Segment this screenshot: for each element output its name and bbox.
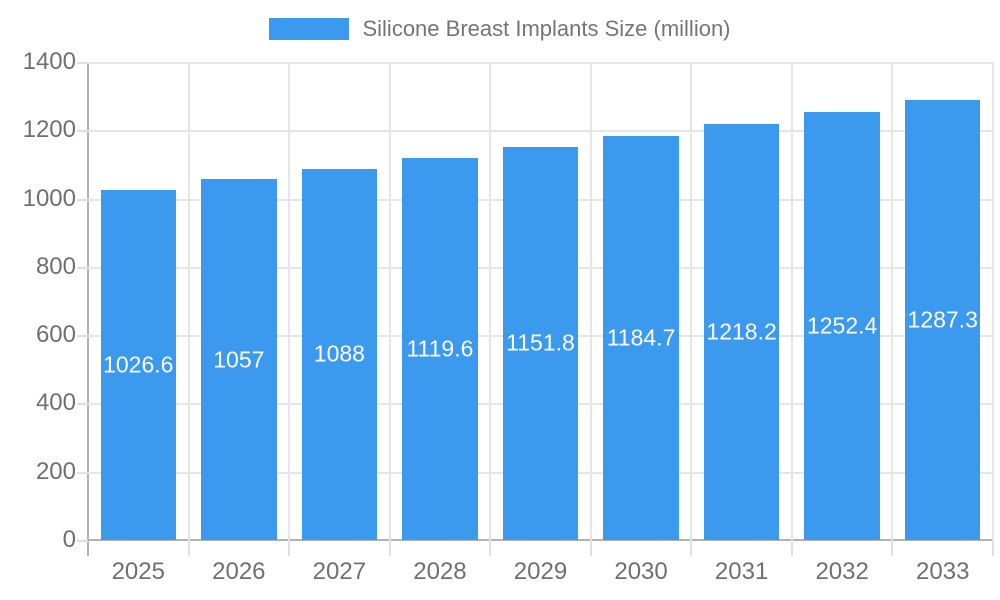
x-tick-label: 2028 bbox=[413, 558, 467, 585]
bar bbox=[502, 146, 579, 540]
y-axis-tick bbox=[77, 403, 88, 406]
x-tick-label: 2033 bbox=[916, 558, 970, 585]
bar bbox=[804, 112, 880, 540]
gridline-v bbox=[690, 62, 693, 540]
x-axis-line bbox=[88, 539, 993, 541]
y-tick-label: 1400 bbox=[22, 48, 76, 75]
bar-value-label: 1287.3 bbox=[907, 306, 978, 333]
bar bbox=[905, 100, 981, 540]
bar-value-label: 1057 bbox=[213, 346, 265, 373]
y-axis-tick bbox=[77, 266, 88, 269]
x-axis-tick bbox=[891, 540, 894, 556]
x-axis-tick bbox=[489, 540, 492, 556]
x-tick-label: 2026 bbox=[212, 558, 266, 585]
x-tick-label: 2025 bbox=[111, 558, 165, 585]
x-tick-label: 2032 bbox=[815, 558, 869, 585]
x-tick-label: 2030 bbox=[614, 558, 668, 585]
y-tick-label: 800 bbox=[35, 252, 76, 280]
x-tick-label: 2031 bbox=[714, 558, 769, 585]
y-tick-label: 1000 bbox=[22, 184, 76, 212]
bar-value-label: 1252.4 bbox=[806, 312, 878, 339]
bar bbox=[301, 168, 378, 540]
y-axis-tick bbox=[77, 471, 88, 474]
y-tick-label: 600 bbox=[35, 321, 76, 349]
y-tick-label: 400 bbox=[35, 389, 76, 417]
gridline-h bbox=[88, 62, 993, 64]
bar-value-label: 1088 bbox=[313, 340, 365, 367]
bar-value-label: 1119.6 bbox=[406, 335, 474, 362]
bar bbox=[100, 189, 176, 540]
y-axis-tick bbox=[77, 335, 88, 338]
x-axis-tick bbox=[288, 540, 291, 556]
x-axis-tick bbox=[388, 540, 391, 556]
gridline-v bbox=[288, 62, 291, 540]
plot-area: 1026.6 1057 1088 1119.6 1151.8 1184.7 1218.2 12… bbox=[77, 62, 994, 556]
bar-value-label: 1184.7 bbox=[606, 324, 676, 351]
x-tick-label: 2027 bbox=[312, 558, 367, 585]
bar bbox=[201, 179, 277, 540]
gridline-v bbox=[992, 62, 994, 540]
y-axis-tick bbox=[77, 540, 88, 542]
x-axis-tick bbox=[187, 540, 190, 556]
y-axis-tick bbox=[77, 198, 88, 201]
gridline-v bbox=[790, 62, 793, 540]
y-axis-line bbox=[87, 62, 89, 556]
y-tick-label: 1200 bbox=[22, 116, 76, 144]
gridline-v bbox=[589, 62, 592, 540]
x-axis-tick bbox=[790, 540, 793, 556]
bar-value-label: 1218.2 bbox=[706, 318, 777, 345]
gridline-h bbox=[88, 130, 993, 133]
legend-swatch bbox=[269, 18, 350, 40]
bar-value-label: 1151.8 bbox=[506, 329, 575, 356]
bar-value-label: 1026.6 bbox=[103, 351, 174, 378]
x-tick-label: 2029 bbox=[513, 558, 568, 585]
x-axis-tick bbox=[992, 540, 994, 556]
legend-label: Silicone Breast Implants Size (million) bbox=[362, 16, 731, 41]
gridline-v bbox=[187, 62, 190, 540]
chart-legend[interactable]: Silicone Breast Implants Size (million) bbox=[0, 16, 1000, 42]
gridline-v bbox=[489, 62, 492, 540]
y-axis-tick bbox=[77, 130, 88, 133]
x-axis-tick bbox=[690, 540, 693, 556]
gridline-v bbox=[388, 62, 391, 540]
y-tick-label: 200 bbox=[35, 457, 76, 485]
gridline-v bbox=[891, 62, 894, 540]
x-axis-tick bbox=[589, 540, 592, 556]
bar bbox=[703, 124, 780, 540]
bar bbox=[402, 157, 478, 540]
y-tick-label: 0 bbox=[62, 526, 76, 553]
y-axis-tick bbox=[77, 62, 88, 64]
bar bbox=[603, 135, 679, 540]
